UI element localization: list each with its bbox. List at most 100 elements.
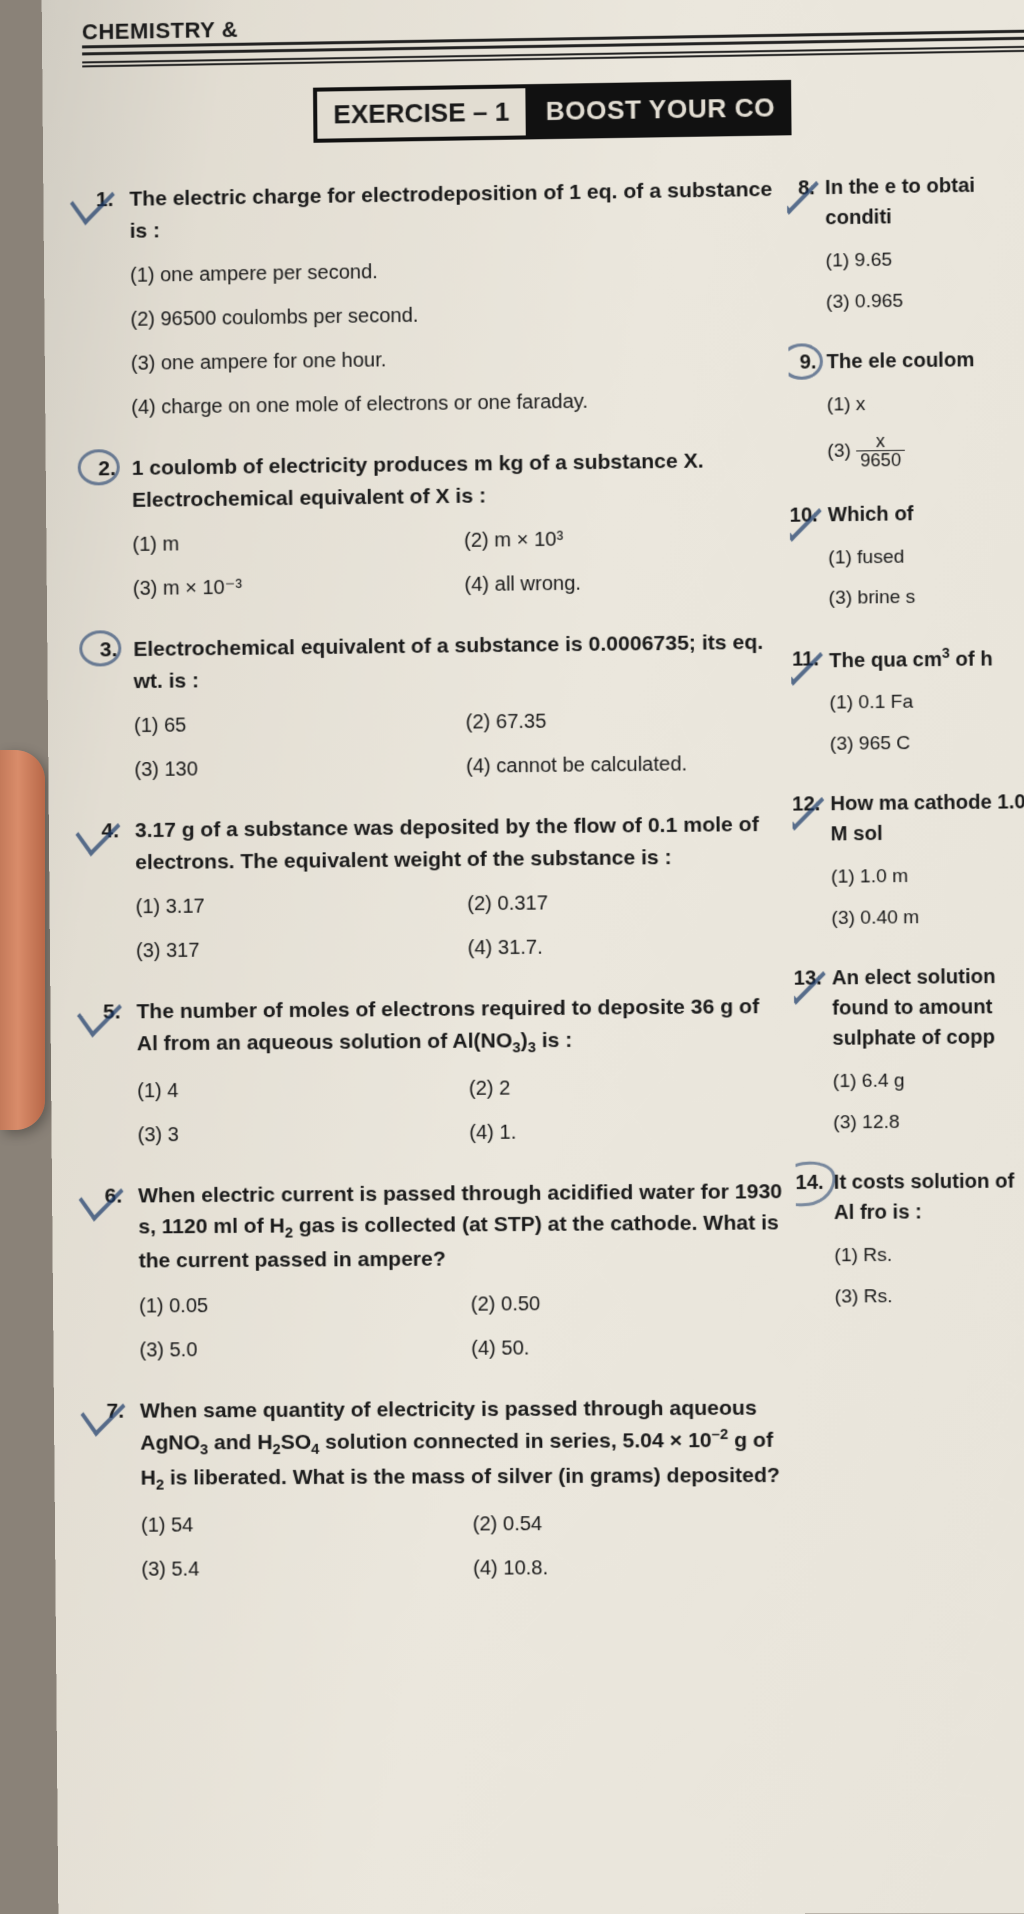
question-text: The electric charge for electrodepositio… <box>129 174 775 247</box>
options: (1) fused (3) brine s <box>790 541 1024 613</box>
option: (2) 0.317 <box>467 886 781 919</box>
option: (3) 965 C <box>830 728 1024 759</box>
question-stem: 2.1 coulomb of electricity produces m kg… <box>86 444 778 516</box>
option: (3) 317 <box>136 933 448 966</box>
option: (3) 12.8 <box>833 1107 1024 1137</box>
boost-label: BOOST YOUR CO <box>529 80 791 139</box>
exercise-label: EXERCISE – 1 <box>313 84 530 143</box>
option: (1) 54 <box>141 1509 453 1540</box>
option: (4) charge on one mole of electrons or o… <box>131 384 776 423</box>
option: (4) all wrong. <box>464 566 778 600</box>
options: (1) 0.1 Fa (3) 965 C <box>791 687 1024 759</box>
question-stem: 9.The ele coulom <box>788 344 1024 378</box>
question-number: 2. <box>86 453 117 516</box>
worksheet-page: CHEMISTRY & EXERCISE – 1 BOOST YOUR CO 1… <box>42 0 1024 1914</box>
question-text: How ma cathode 1.0 M sol <box>830 787 1024 849</box>
option: (3) 0.40 m <box>831 903 1024 934</box>
question-stem: 12. How ma cathode 1.0 M sol <box>792 787 1024 850</box>
option: (4) 50. <box>471 1332 785 1364</box>
question-number: 3. <box>87 634 118 697</box>
question-text: 1 coulomb of electricity produces m kg o… <box>132 444 778 516</box>
question: 3.Electrochemical equivalent of a substa… <box>87 627 779 786</box>
question-text: An elect solution found to amount sulpha… <box>832 962 1024 1054</box>
question-text: Electrochemical equivalent of a substanc… <box>133 627 779 697</box>
question-stem: 13. An elect solution found to amount sul… <box>793 962 1024 1055</box>
question-text: The number of moles of electrons require… <box>136 991 782 1062</box>
question-number: 6. <box>92 1180 123 1277</box>
question-text: The ele coulom <box>826 345 974 377</box>
thumb <box>0 750 45 1130</box>
option: (4) 31.7. <box>468 930 782 963</box>
question: 5.The number of moles of electrons requi… <box>90 991 782 1151</box>
option: (1) x <box>827 389 1024 420</box>
options: (1) Rs.(3) Rs. <box>796 1241 1024 1312</box>
question-number: 13. <box>793 964 822 1055</box>
options: (1) 6.4 g (3) 12.8 <box>794 1067 1024 1138</box>
question: 14. It costs solution of Al fro is : (1) R… <box>795 1166 1024 1312</box>
option: (2) 2 <box>469 1071 783 1104</box>
question-stem: 4.3.17 g of a substance was deposited by… <box>89 809 781 879</box>
question: 8.In the e to obtai conditi (1) 9.65(3) 0… <box>786 170 1024 318</box>
option: (3) brine s <box>829 582 1024 613</box>
options: (1) x (3) x9650 <box>788 389 1024 470</box>
question-text: When same quantity of electricity is pas… <box>140 1392 786 1496</box>
options: (1) one ampere per second. (2) 96500 coul… <box>84 251 776 423</box>
question-text: It costs solution of Al fro is : <box>834 1166 1024 1228</box>
option: (1) 0.1 Fa <box>829 687 1024 718</box>
question-number: 4. <box>89 815 120 878</box>
options: (1) 3.17 (2) 0.317 (3) 317 (4) 31.7. <box>89 886 781 966</box>
question-number: 11. <box>791 644 820 676</box>
option: (3) Rs. <box>835 1282 1024 1312</box>
question-stem: 1.The electric charge for electrodeposit… <box>83 174 775 248</box>
question-stem: 7.When same quantity of electricity is p… <box>94 1392 786 1496</box>
question: 11.The qua cm3 of h(1) 0.1 Fa(3) 965 C <box>791 641 1024 759</box>
option: (1) 3.17 <box>135 889 447 922</box>
option: (3) x9650 <box>827 430 1024 470</box>
question-stem: 5.The number of moles of electrons requi… <box>90 991 782 1063</box>
option: (2) 96500 coulombs per second. <box>130 296 775 335</box>
exercise-bar: EXERCISE – 1 BOOST YOUR CO <box>82 76 1024 146</box>
option: (1) 65 <box>134 708 446 741</box>
question-number: 14. <box>795 1168 824 1229</box>
options: (1) 65(2) 67.35(3) 130(4) cannot be calc… <box>88 704 780 786</box>
question-stem: 14. It costs solution of Al fro is : <box>795 1166 1024 1228</box>
option: (1) 1.0 m <box>831 862 1024 893</box>
left-column: 1.The electric charge for electrodeposit… <box>83 174 787 1615</box>
option: (3) 5.0 <box>139 1334 451 1366</box>
question-text: When electric current is passed through … <box>138 1176 784 1278</box>
question-number: 7. <box>94 1396 125 1497</box>
option: (3) 130 <box>134 752 446 785</box>
option: (3) 3 <box>137 1118 449 1150</box>
options: (1) 9.65(3) 0.965 <box>787 245 1024 318</box>
question-number: 8. <box>786 173 815 234</box>
options: (1) 4(2) 2(3) 3(4) 1. <box>91 1071 783 1150</box>
question-stem: 6.When electric current is passed throug… <box>92 1176 784 1278</box>
options: (1) 0.05(2) 0.50(3) 5.0(4) 50. <box>93 1288 785 1366</box>
question: 12. How ma cathode 1.0 M sol (1) 1.0 m (3) … <box>792 787 1024 933</box>
option: (1) 6.4 g <box>833 1067 1024 1097</box>
option: (3) one ampere for one hour. <box>131 340 776 379</box>
question-text: 3.17 g of a substance was deposited by t… <box>135 809 781 878</box>
question: 6.When electric current is passed throug… <box>92 1176 785 1366</box>
option: (2) 0.54 <box>473 1508 787 1539</box>
options: (1) 54(2) 0.54(3) 5.4(4) 10.8. <box>95 1508 787 1585</box>
option: (1) one ampere per second. <box>130 251 775 291</box>
question: 13. An elect solution found to amount sul… <box>793 962 1024 1138</box>
columns: 1.The electric charge for electrodeposit… <box>83 170 1024 1615</box>
question-number: 12. <box>792 789 821 850</box>
option: (1) fused <box>828 541 1024 572</box>
right-column: 8.In the e to obtai conditi (1) 9.65(3) 0… <box>786 170 1024 1613</box>
option: (2) 67.35 <box>466 704 780 738</box>
question-stem: 8.In the e to obtai conditi <box>786 170 1024 234</box>
question-number: 1. <box>83 184 114 247</box>
question: 7.When same quantity of electricity is p… <box>94 1392 787 1584</box>
question-stem: 10.Which of <box>789 497 1024 530</box>
option: (3) m × 10⁻³ <box>133 570 445 604</box>
option: (1) 4 <box>137 1074 449 1106</box>
option: (3) 5.4 <box>141 1554 453 1585</box>
question: 2.1 coulomb of electricity produces m kg… <box>86 444 778 604</box>
options: (1) m(2) m × 10³(3) m × 10⁻³(4) all wron… <box>86 522 778 605</box>
option: (1) m <box>132 526 444 560</box>
question-stem: 3.Electrochemical equivalent of a substa… <box>87 627 779 698</box>
question-text: Which of <box>828 499 914 530</box>
